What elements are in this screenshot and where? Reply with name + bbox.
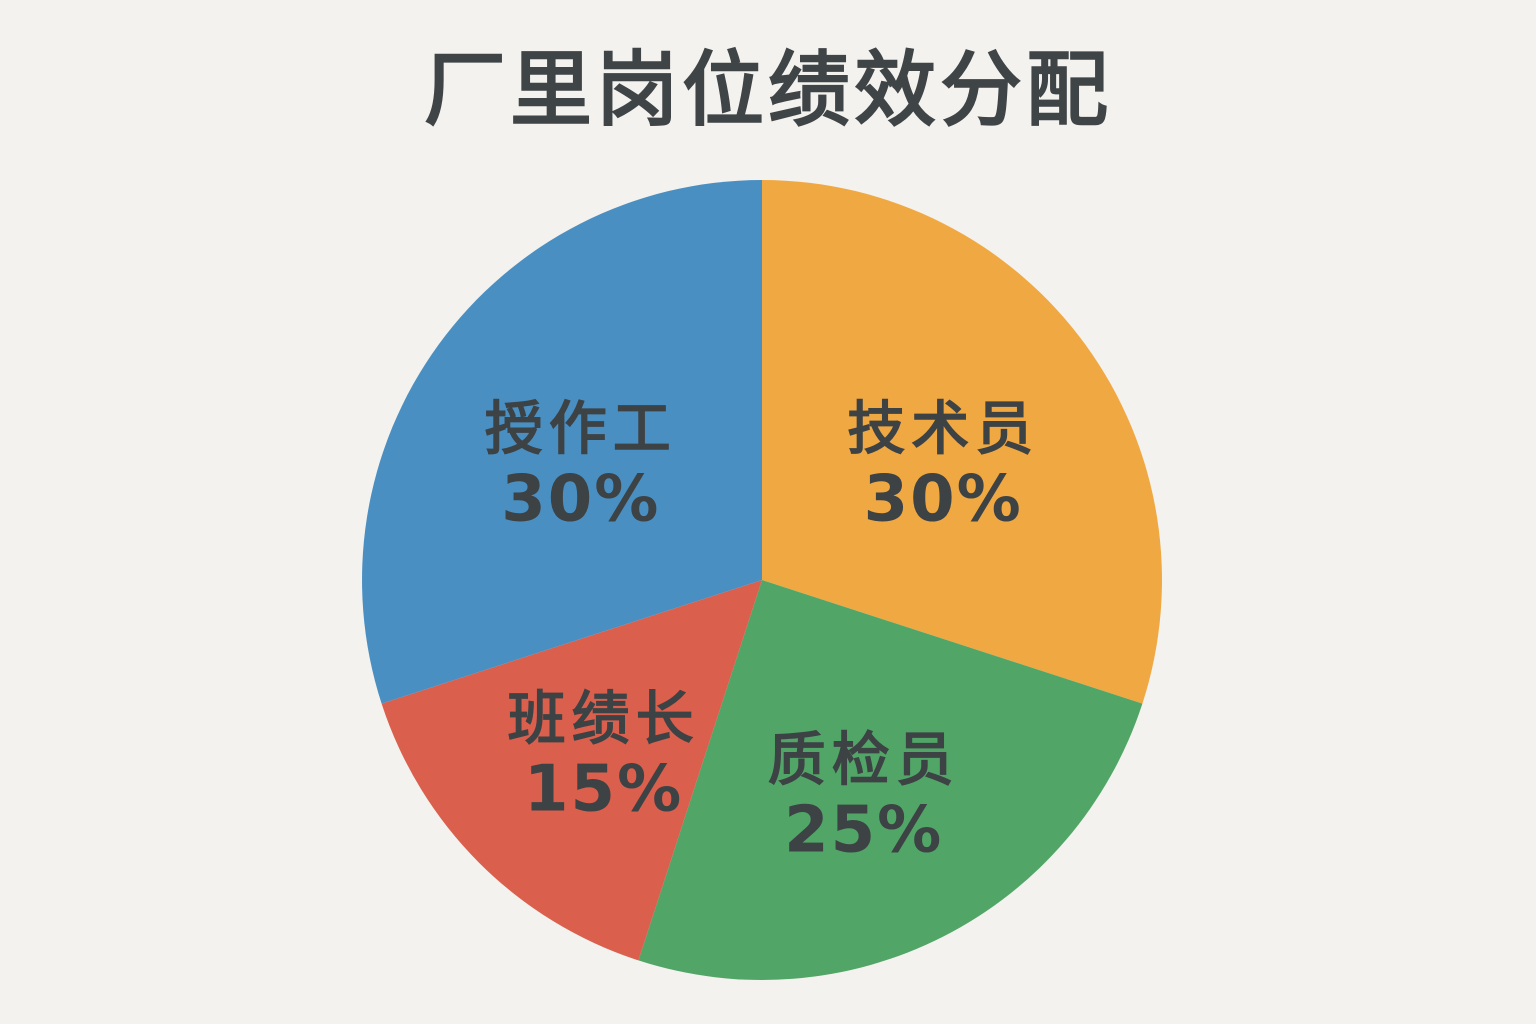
- chart-title: 厂里岗位绩效分配: [423, 43, 1112, 138]
- pie-slice-label-operator: 授作工 30%: [485, 394, 677, 536]
- pie-slice-team-leader: [381, 580, 762, 961]
- pie-slice-quality-inspector: [638, 580, 1143, 980]
- pie-slice-technician: [762, 180, 1162, 704]
- pie-slice-label-quality-inspector: 质检员 25%: [768, 726, 960, 868]
- pie-slice-operator: [362, 180, 762, 704]
- pie-slice-label-team-leader: 班绩长 15%: [508, 684, 700, 826]
- pie-slice-label-technician: 技术员 30%: [847, 394, 1039, 536]
